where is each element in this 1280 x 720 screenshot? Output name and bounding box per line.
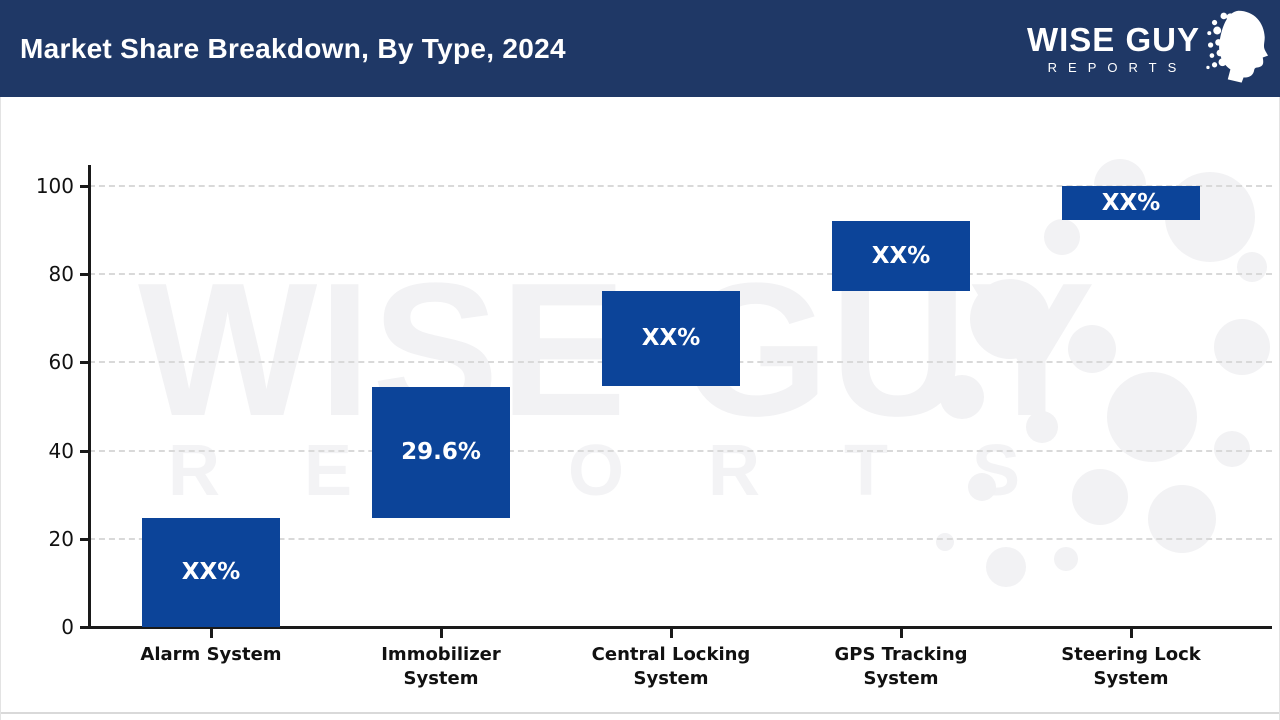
bar-value-label: XX% xyxy=(871,242,931,269)
category-label-gps-tracking-system: GPS Tracking System xyxy=(834,644,968,690)
logo-head-profile-icon xyxy=(1204,7,1270,90)
bar-value-label: XX% xyxy=(181,558,241,585)
logo-wordmark: WISE GUY xyxy=(1026,21,1200,58)
y-axis-tick-label: 0 xyxy=(61,615,74,639)
bar-value-label: XX% xyxy=(641,325,701,352)
y-axis-tick xyxy=(80,626,89,629)
logo-text: WISE GUY REPORTS xyxy=(1027,23,1200,74)
logo-subtitle: REPORTS xyxy=(1047,60,1188,75)
x-axis-tick xyxy=(670,629,673,638)
bar-alarm-system: XX% xyxy=(142,517,280,627)
chart-area: WISE GUY REPORTS 0 20 40 60 80 100 XX% Alarm Sy… xyxy=(0,97,1280,714)
y-axis-tick-label: 20 xyxy=(48,526,74,551)
y-axis-tick xyxy=(80,449,89,453)
bar-steering-lock-system: XX% xyxy=(1062,186,1200,221)
y-axis-tick-label: 100 xyxy=(35,174,74,198)
x-axis-line xyxy=(88,626,1272,629)
gridline-80 xyxy=(89,273,1272,276)
header-bar: Market Share Breakdown, By Type, 2024 WI… xyxy=(0,0,1280,97)
watermark-head-dots xyxy=(915,159,1270,587)
wise-guy-logo: WISE GUY REPORTS xyxy=(1027,7,1280,90)
bar-central-locking-system: XX% xyxy=(602,290,740,387)
bar-gps-tracking-system: XX% xyxy=(832,221,970,291)
watermark-subtitle: REPORTS xyxy=(168,431,1105,511)
y-axis-tick-label: 80 xyxy=(48,262,74,287)
category-label-central-locking-system: Central Locking System xyxy=(591,644,751,690)
y-axis-tick-label: 40 xyxy=(48,438,74,463)
x-axis-tick xyxy=(1130,629,1133,638)
category-label-steering-lock-system: Steering Lock System xyxy=(1061,644,1201,690)
page-left-border xyxy=(0,97,1,720)
category-label-alarm-system: Alarm System xyxy=(140,644,282,665)
bar-immobilizer-system: 29.6% xyxy=(372,387,510,518)
page-title: Market Share Breakdown, By Type, 2024 xyxy=(20,32,566,64)
y-axis-tick xyxy=(80,361,89,365)
bar-value-label: XX% xyxy=(1101,189,1161,216)
x-axis-tick xyxy=(900,629,903,638)
gridline-100 xyxy=(89,185,1272,187)
x-axis-tick xyxy=(210,629,213,638)
gridline-20 xyxy=(89,537,1272,540)
category-label-immobilizer-system: Immobilizer System xyxy=(381,644,501,690)
y-axis-line xyxy=(88,165,91,629)
y-axis-tick xyxy=(80,273,89,277)
x-axis-tick xyxy=(440,629,443,638)
y-axis-tick-label: 60 xyxy=(48,350,74,375)
y-axis-tick xyxy=(80,537,89,541)
gridline-40 xyxy=(89,449,1272,452)
y-axis-tick xyxy=(80,185,89,188)
bar-value-label: 29.6% xyxy=(401,438,481,465)
